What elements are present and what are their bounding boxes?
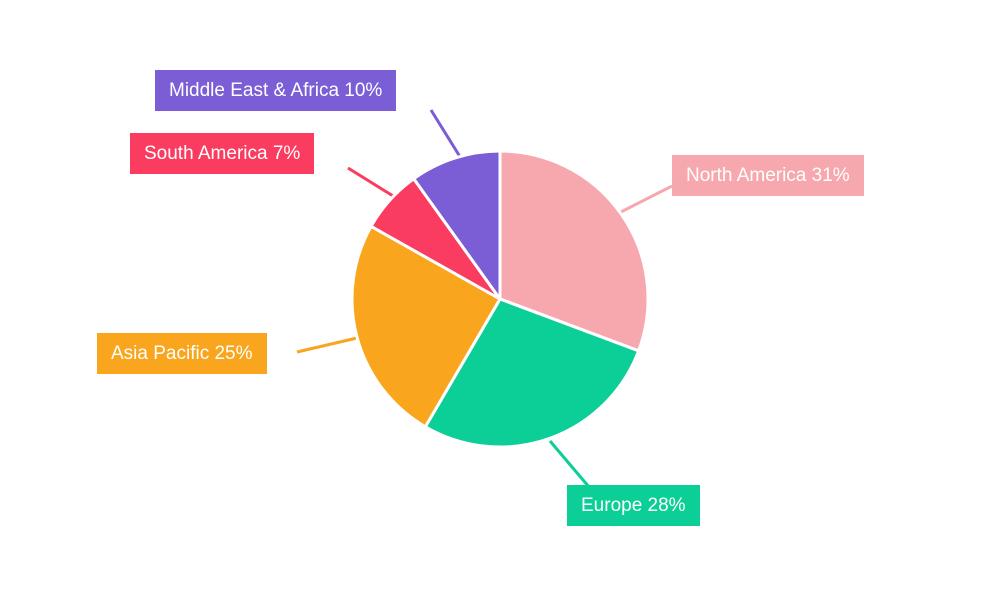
pie-slice-middle-east-africa[interactable]: [412, 149, 502, 301]
callout-label-north-america: North America 31%: [672, 155, 864, 196]
leader-line-europe: [548, 440, 591, 488]
pie-slices: [350, 149, 650, 449]
pie-slice-asia-pacific[interactable]: [350, 224, 502, 429]
callout-label-europe: Europe 28%: [567, 485, 700, 526]
callout-label-south-america: South America 7%: [130, 133, 315, 174]
pie-slice-north-america[interactable]: [498, 149, 650, 353]
callout-label-middle-east-africa: Middle East & Africa 10%: [155, 70, 397, 111]
callout-label-asia-pacific: Asia Pacific 25%: [97, 333, 267, 374]
leader-line-asia-pacific: [296, 336, 358, 354]
leader-line-middle-east-africa: [429, 109, 464, 161]
leader-line-north-america: [616, 184, 673, 216]
